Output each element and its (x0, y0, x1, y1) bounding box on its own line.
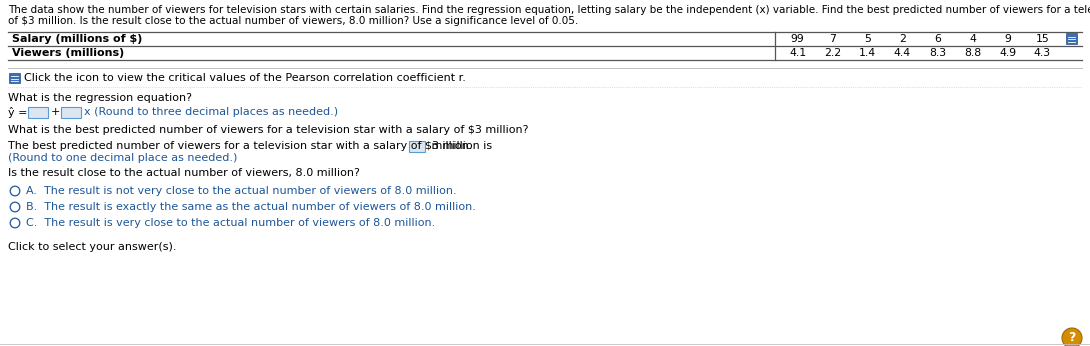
Text: of $3 million. Is the result close to the actual number of viewers, 8.0 million?: of $3 million. Is the result close to th… (8, 16, 579, 26)
Bar (1066, 33, 1077, 44)
Text: x (Round to three decimal places as needed.): x (Round to three decimal places as need… (84, 107, 338, 117)
Text: The data show the number of viewers for television stars with certain salaries. : The data show the number of viewers for … (8, 5, 1090, 15)
Text: 2.2: 2.2 (824, 48, 841, 58)
Text: 2: 2 (899, 34, 906, 44)
Text: 4.3: 4.3 (1034, 48, 1051, 58)
Text: Salary (millions of $): Salary (millions of $) (12, 34, 143, 44)
Text: What is the regression equation?: What is the regression equation? (8, 93, 192, 103)
Text: Is the result close to the actual number of viewers, 8.0 million?: Is the result close to the actual number… (8, 168, 360, 178)
Text: 15: 15 (1036, 34, 1050, 44)
Bar (28, 107, 48, 118)
Text: 6: 6 (934, 34, 941, 44)
Text: 8.8: 8.8 (964, 48, 981, 58)
Text: 4: 4 (969, 34, 976, 44)
Text: 4.9: 4.9 (998, 48, 1016, 58)
Text: A.  The result is not very close to the actual number of viewers of 8.0 million.: A. The result is not very close to the a… (26, 186, 457, 196)
Text: ŷ =: ŷ = (8, 107, 31, 118)
Text: 1.4: 1.4 (859, 48, 876, 58)
Bar (409, 141, 424, 152)
Text: (Round to one decimal place as needed.): (Round to one decimal place as needed.) (8, 153, 238, 163)
Bar (9, 73, 20, 83)
Text: What is the best predicted number of viewers for a television star with a salary: What is the best predicted number of vie… (8, 125, 529, 135)
Text: 4.1: 4.1 (789, 48, 807, 58)
Text: 9: 9 (1004, 34, 1010, 44)
Text: 4.4: 4.4 (894, 48, 911, 58)
Text: 8.3: 8.3 (929, 48, 946, 58)
Circle shape (1062, 328, 1082, 346)
Text: C.  The result is very close to the actual number of viewers of 8.0 million.: C. The result is very close to the actua… (26, 218, 435, 228)
Text: ?: ? (1068, 331, 1076, 344)
Text: Click to select your answer(s).: Click to select your answer(s). (8, 242, 177, 252)
Text: B.  The result is exactly the same as the actual number of viewers of 8.0 millio: B. The result is exactly the same as the… (26, 202, 476, 212)
Text: The best predicted number of viewers for a television star with a salary of $3 m: The best predicted number of viewers for… (8, 141, 496, 151)
Text: 99: 99 (790, 34, 804, 44)
Text: Click the icon to view the critical values of the Pearson correlation coefficien: Click the icon to view the critical valu… (24, 73, 465, 83)
Text: Viewers (millions): Viewers (millions) (12, 48, 124, 58)
Text: million.: million. (427, 141, 472, 151)
Text: +: + (51, 107, 60, 117)
Text: 5: 5 (864, 34, 871, 44)
Text: 7: 7 (829, 34, 836, 44)
Bar (61, 107, 81, 118)
